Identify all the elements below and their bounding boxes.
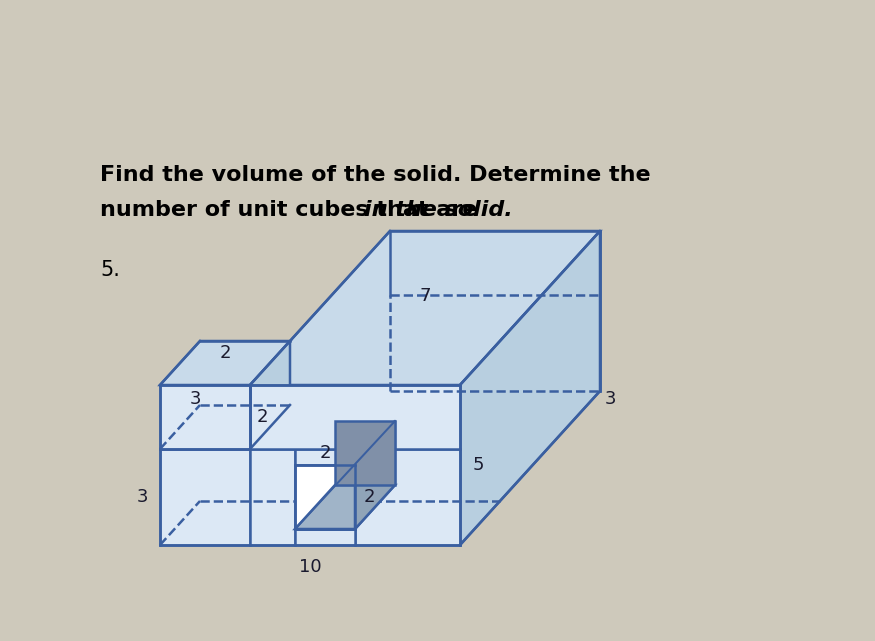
Polygon shape: [390, 231, 600, 391]
Polygon shape: [355, 421, 395, 529]
Text: 2: 2: [256, 408, 268, 426]
Text: Find the volume of the solid. Determine the: Find the volume of the solid. Determine …: [100, 165, 651, 185]
Text: 7: 7: [419, 287, 430, 305]
Polygon shape: [295, 449, 355, 465]
Text: 3: 3: [605, 390, 616, 408]
Text: 2: 2: [319, 444, 331, 462]
Polygon shape: [355, 449, 460, 545]
Polygon shape: [335, 421, 395, 485]
Polygon shape: [295, 485, 395, 529]
Text: 2: 2: [363, 488, 374, 506]
Text: 5.: 5.: [100, 260, 120, 280]
Polygon shape: [250, 231, 600, 385]
Text: 2: 2: [220, 344, 231, 362]
Polygon shape: [250, 385, 460, 449]
Polygon shape: [250, 449, 295, 545]
Polygon shape: [295, 529, 355, 545]
Polygon shape: [460, 231, 600, 545]
Polygon shape: [160, 341, 290, 385]
Polygon shape: [295, 465, 355, 529]
Text: 3: 3: [136, 488, 148, 506]
Text: 3: 3: [189, 390, 200, 408]
Polygon shape: [160, 385, 250, 449]
Polygon shape: [160, 449, 250, 545]
Polygon shape: [250, 341, 290, 449]
Text: in the solid.: in the solid.: [364, 200, 513, 220]
Text: 5: 5: [473, 456, 484, 474]
Text: number of unit cubes that are: number of unit cubes that are: [100, 200, 485, 220]
Text: 10: 10: [298, 558, 321, 576]
